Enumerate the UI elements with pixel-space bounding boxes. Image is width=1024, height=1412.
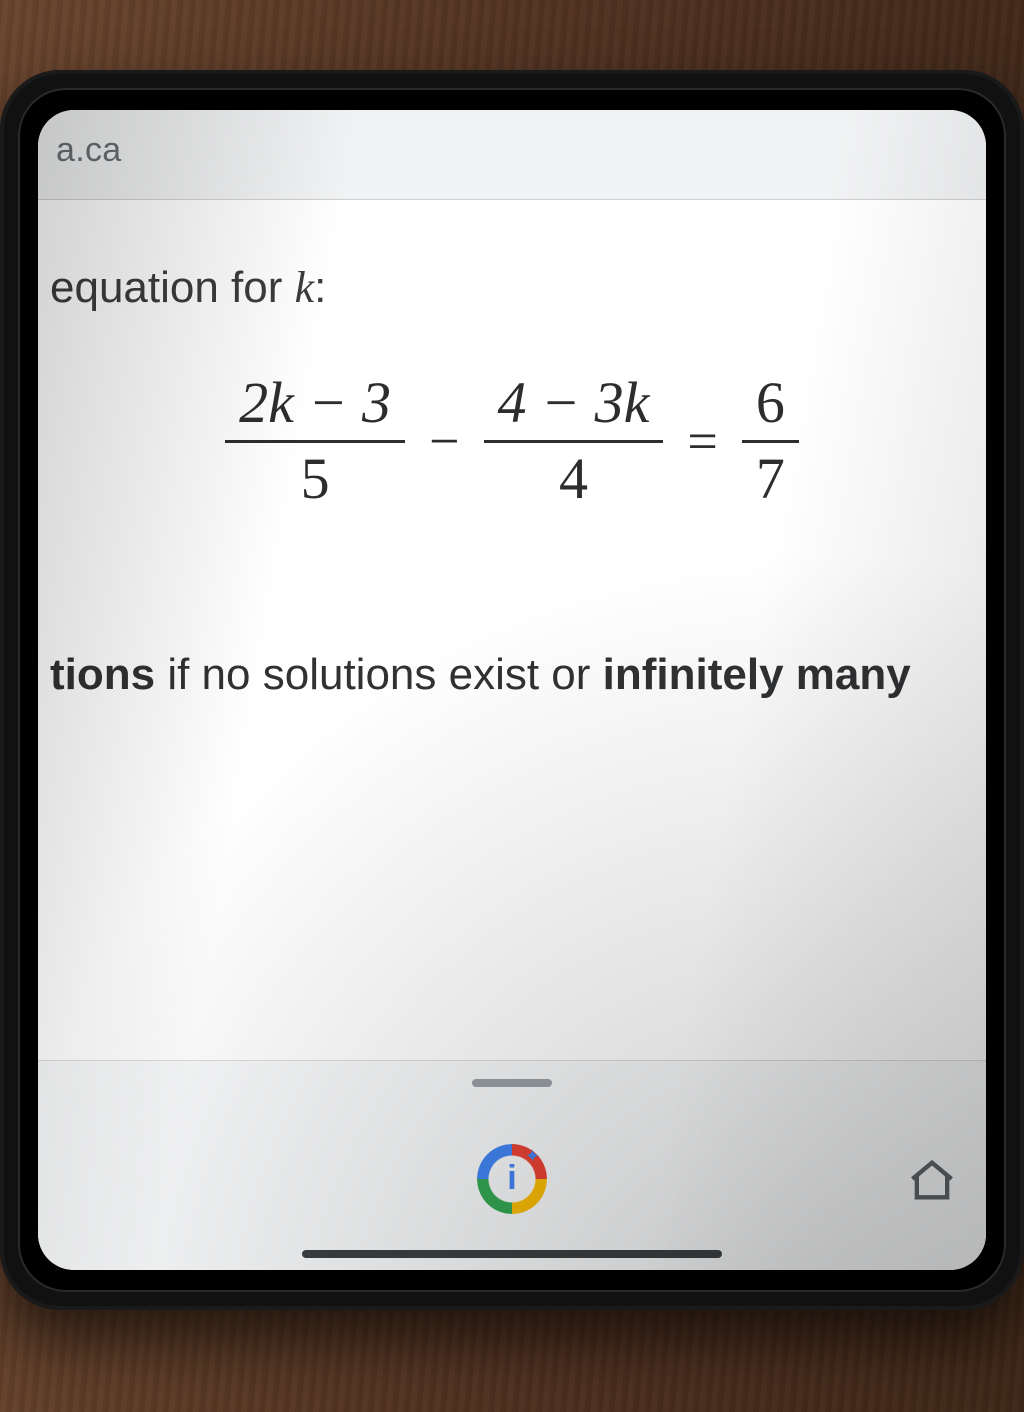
- drag-handle[interactable]: [472, 1079, 552, 1087]
- fraction-2: 4 − 3k 4: [484, 373, 664, 510]
- assistant-button[interactable]: i: [477, 1144, 547, 1214]
- footnote-lead-bold: tions: [50, 650, 155, 699]
- gesture-bar[interactable]: [302, 1250, 722, 1258]
- operator-minus: −: [423, 410, 465, 472]
- page-content: equation for k: 2k − 3 5 − 4 − 3k: [38, 200, 986, 1060]
- home-button[interactable]: [902, 1154, 962, 1206]
- footnote-mid: if no solutions exist or: [155, 650, 603, 699]
- sparkle-icon: [525, 1150, 541, 1166]
- phone-screen: a.ca equation for k: 2k − 3 5 −: [38, 110, 986, 1270]
- footnote-tail-bold: infinitely many: [603, 650, 911, 699]
- prompt-suffix: :: [314, 263, 326, 312]
- prompt-variable: k: [295, 263, 315, 312]
- fraction-3: 6 7: [742, 373, 799, 510]
- browser-bottom-bar: i: [38, 1060, 986, 1270]
- problem-prompt: equation for k:: [50, 262, 974, 313]
- fraction-2-numerator: 4 − 3k: [484, 373, 664, 443]
- fraction-3-numerator: 6: [742, 373, 799, 443]
- home-icon: [902, 1154, 962, 1206]
- phone-bezel: a.ca equation for k: 2k − 3 5 −: [18, 88, 1006, 1292]
- fraction-3-denominator: 7: [756, 443, 785, 510]
- browser-address-bar[interactable]: a.ca: [38, 110, 986, 200]
- bottom-bar-row: i: [38, 1087, 986, 1270]
- frac2-num-text: 4 − 3k: [498, 370, 650, 435]
- instruction-fragment: tions if no solutions exist or infinitel…: [50, 650, 974, 700]
- fraction-1-denominator: 5: [301, 443, 330, 510]
- fraction-1: 2k − 3 5: [225, 373, 405, 510]
- address-url-fragment: a.ca: [56, 131, 121, 170]
- fraction-2-denominator: 4: [559, 443, 588, 510]
- frac1-num-text: 2k − 3: [239, 370, 391, 435]
- phone-body: a.ca equation for k: 2k − 3 5 −: [0, 70, 1024, 1310]
- fraction-1-numerator: 2k − 3: [225, 373, 405, 443]
- operator-equals: =: [681, 410, 723, 472]
- equation: 2k − 3 5 − 4 − 3k 4 = 6 7: [50, 373, 974, 510]
- prompt-prefix: equation for: [50, 263, 295, 312]
